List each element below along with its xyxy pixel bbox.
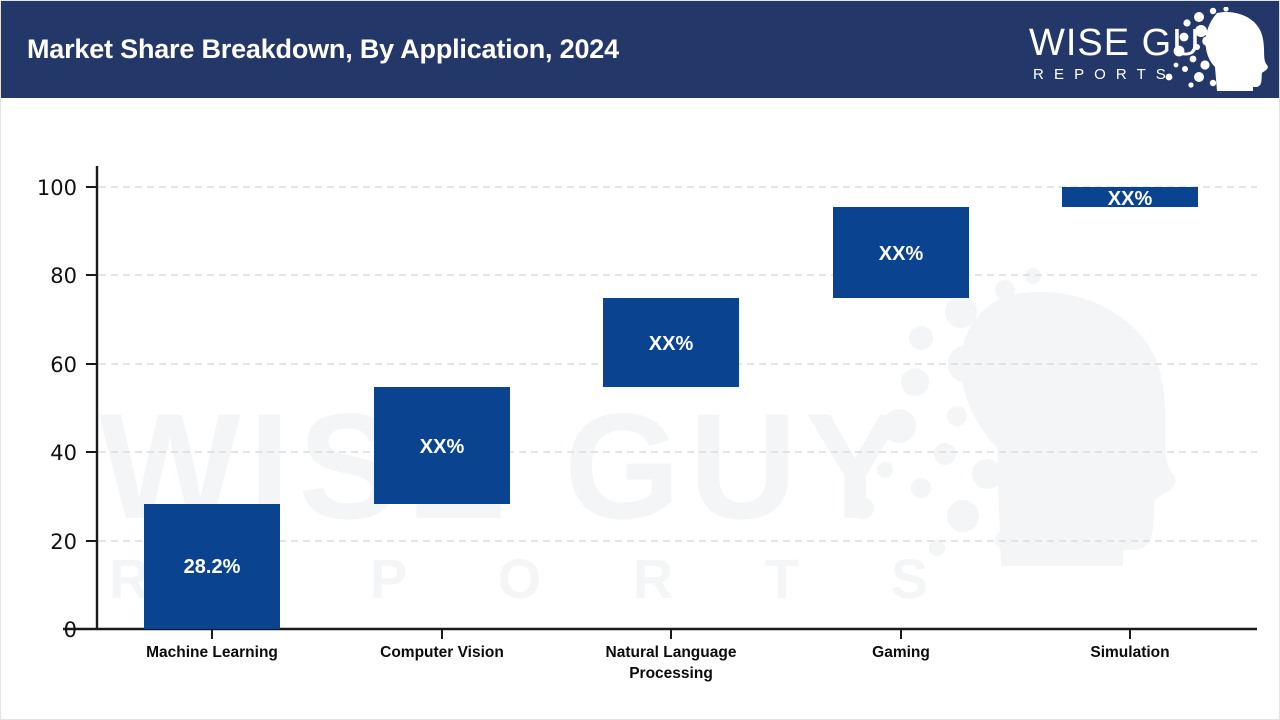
y-tick-label-0: 0 xyxy=(64,618,77,642)
y-tick-label-80: 80 xyxy=(50,264,77,288)
bar-group-simulation[interactable]: XX% xyxy=(1062,187,1198,210)
logo-head-silhouette-icon xyxy=(1165,6,1268,93)
bar-label-computer-vision: XX% xyxy=(420,436,465,458)
bar-gaming[interactable] xyxy=(833,207,969,298)
gridlines xyxy=(99,186,1257,542)
bar-chart-svg: WISE GUY R E P O R T S xyxy=(37,166,1257,682)
bar-machine-learning[interactable] xyxy=(144,504,280,629)
wise-guy-reports-logo: WISE GUY R E P O R T S xyxy=(1021,6,1273,93)
chart-plot-area: WISE GUY R E P O R T S xyxy=(1,98,1279,719)
bar-simulation[interactable] xyxy=(1062,187,1198,207)
x-label-natural-language-processing-line2: Processing xyxy=(629,665,713,682)
bar-label-machine-learning: 28.2% xyxy=(184,556,241,578)
bar-label-natural-language-processing: XX% xyxy=(649,333,694,355)
y-tick-label-40: 40 xyxy=(50,441,77,465)
bar-group-gaming[interactable]: XX% xyxy=(833,207,969,298)
x-label-machine-learning: Machine Learning xyxy=(146,644,278,661)
y-axis-ticks xyxy=(86,186,97,630)
x-label-gaming: Gaming xyxy=(872,644,930,661)
logo-wordmark-secondary: R E P O R T S xyxy=(1033,66,1169,83)
watermark-head-icon xyxy=(852,268,1176,566)
x-label-simulation: Simulation xyxy=(1090,644,1169,661)
bar-natural-language-processing[interactable] xyxy=(603,298,739,387)
x-label-natural-language-processing-line1: Natural Language xyxy=(606,644,737,661)
bar-group-machine-learning[interactable]: 28.2% xyxy=(144,504,280,629)
page-header: Market Share Breakdown, By Application, … xyxy=(1,1,1279,98)
y-tick-label-20: 20 xyxy=(50,530,77,554)
bar-group-computer-vision[interactable]: XX% xyxy=(374,387,510,504)
y-tick-label-60: 60 xyxy=(50,353,77,377)
page-title: Market Share Breakdown, By Application, … xyxy=(27,34,619,64)
y-axis-tick-labels: 100 80 60 40 20 0 xyxy=(37,176,77,642)
bar-label-simulation: XX% xyxy=(1108,188,1153,210)
logo-svg: WISE GUY R E P O R T S xyxy=(1029,6,1268,93)
y-tick-label-100: 100 xyxy=(37,176,77,200)
x-axis-ticks xyxy=(211,629,1131,639)
x-axis-category-labels: Machine Learning Computer Vision Natural… xyxy=(146,644,1170,682)
bar-label-gaming: XX% xyxy=(879,243,924,265)
bar-group-natural-language-processing[interactable]: XX% xyxy=(603,298,739,387)
bar-computer-vision[interactable] xyxy=(374,387,510,504)
x-label-computer-vision: Computer Vision xyxy=(380,644,504,661)
